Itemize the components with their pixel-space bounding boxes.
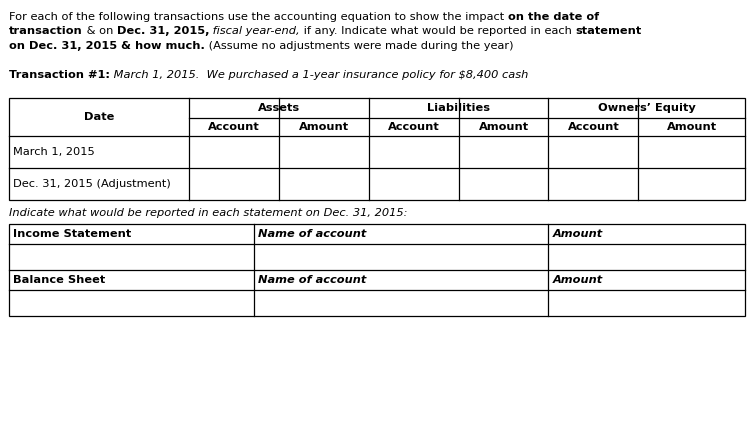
Text: Balance Sheet: Balance Sheet: [13, 275, 105, 285]
Text: Amount: Amount: [553, 229, 603, 239]
Text: For each of the following transactions use the accounting equation to show the i: For each of the following transactions u…: [9, 12, 508, 22]
Text: Amount: Amount: [553, 275, 603, 285]
Text: on Dec. 31, 2015 & how much.: on Dec. 31, 2015 & how much.: [9, 41, 205, 51]
Text: fiscal year-end,: fiscal year-end,: [210, 27, 300, 36]
Bar: [9, 97, 745, 200]
Text: Amount: Amount: [667, 122, 716, 132]
Text: Assets: Assets: [258, 103, 300, 113]
Text: Account: Account: [568, 122, 620, 132]
Text: Date: Date: [84, 111, 114, 122]
Text: Transaction #1:: Transaction #1:: [9, 70, 110, 80]
Text: March 1, 2015: March 1, 2015: [13, 146, 95, 157]
Bar: [9, 224, 745, 316]
Text: Account: Account: [388, 122, 439, 132]
Text: Account: Account: [208, 122, 260, 132]
Text: Name of account: Name of account: [258, 229, 366, 239]
Text: Dec. 31, 2015 (Adjustment): Dec. 31, 2015 (Adjustment): [13, 179, 170, 189]
Text: Name of account: Name of account: [258, 275, 366, 285]
Text: Owners’ Equity: Owners’ Equity: [598, 103, 695, 113]
Text: on the date of: on the date of: [508, 12, 599, 22]
Text: Amount: Amount: [299, 122, 349, 132]
Text: statement: statement: [575, 27, 641, 36]
Text: Income Statement: Income Statement: [13, 229, 131, 239]
Text: Dec. 31, 2015,: Dec. 31, 2015,: [116, 27, 210, 36]
Text: Liabilities: Liabilities: [427, 103, 490, 113]
Text: & on: & on: [83, 27, 116, 36]
Text: (Assume no adjustments were made during the year): (Assume no adjustments were made during …: [205, 41, 514, 51]
Text: transaction: transaction: [9, 27, 83, 36]
Text: if any. Indicate what would be reported in each: if any. Indicate what would be reported …: [300, 27, 575, 36]
Text: March 1, 2015.  We purchased a 1-year insurance policy for $8,400 cash: March 1, 2015. We purchased a 1-year ins…: [110, 70, 529, 80]
Text: Amount: Amount: [478, 122, 529, 132]
Text: Indicate what would be reported in each statement on Dec. 31, 2015:: Indicate what would be reported in each …: [9, 208, 408, 218]
